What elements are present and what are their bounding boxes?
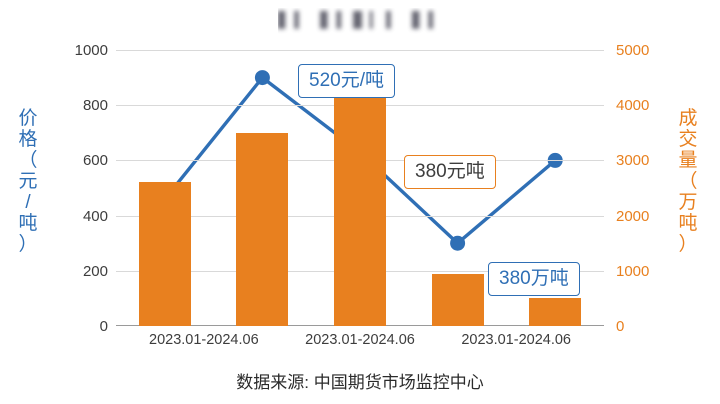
bar-volume [138,182,191,326]
bar-volume [236,132,289,326]
right-axis-title-char-4: 万 [678,192,698,213]
y-axis-left-tick: 1000 [74,42,108,59]
left-axis-title-char-3: 元 [18,171,38,192]
y-axis-right-tick: 0 [616,318,625,335]
left-axis-title-char-5: 吨 [18,213,38,234]
left-axis-title-char-4: / [25,192,31,213]
bar-volume [431,273,484,326]
left-axis-title: 价 格 （ 元 / 吨 ） [16,108,40,255]
gridline [116,50,604,51]
price-point-marker [254,70,270,86]
y-axis-left-tick: 600 [82,152,108,170]
y-axis-left-tick: 0 [99,318,108,335]
source-note: 数据来源: 中国期货市场监控中心 [236,373,484,392]
callout-volume-380: 380万吨 [488,262,580,296]
right-axis-title-char-6: ） [678,234,698,255]
left-axis-title-char-2: （ [18,150,38,171]
y-axis-left-tick: 400 [82,207,108,225]
right-axis-title-char-2: 量 [678,150,698,171]
x-axis-tick: 2023.01-2024.06 [149,332,259,348]
right-axis-title-char-3: （ [678,171,698,192]
callout-price-380: 380元吨 [404,155,496,189]
y-axis-right-tick: 5000 [616,42,650,59]
x-axis-tick: 2023.01-2024.06 [305,332,415,348]
left-axis-title-char-0: 价 [18,108,38,129]
right-axis-title: 成 交 量 （ 万 吨 ） [676,108,700,255]
right-axis-title-char-1: 交 [678,129,698,150]
blurred-title: ▋▍ ▋▍▊▎▍ ▋▍ [278,8,490,34]
y-axis-right-tick: 3000 [616,152,650,170]
bar-volume [334,96,386,326]
plot-area [116,50,604,326]
right-axis-title-char-5: 吨 [678,213,698,234]
bar-volume [529,298,582,326]
right-axis-title-char-0: 成 [678,108,698,129]
y-axis-right-tick: 4000 [616,97,650,115]
blurred-title-text: ▋▍ ▋▍▊▎▍ ▋▍ [278,12,446,29]
left-axis-title-char-1: 格 [18,129,38,150]
x-axis-tick: 2023.01-2024.06 [461,332,571,348]
y-axis-left-tick: 800 [82,97,108,115]
y-axis-right-tick: 1000 [616,262,650,280]
price-point-marker [450,235,466,251]
callout-price-520: 520元/吨 [298,64,395,98]
y-axis-right-tick: 2000 [616,207,650,225]
y-axis-left-tick: 200 [82,262,108,280]
left-axis-title-char-6: ） [18,234,38,255]
